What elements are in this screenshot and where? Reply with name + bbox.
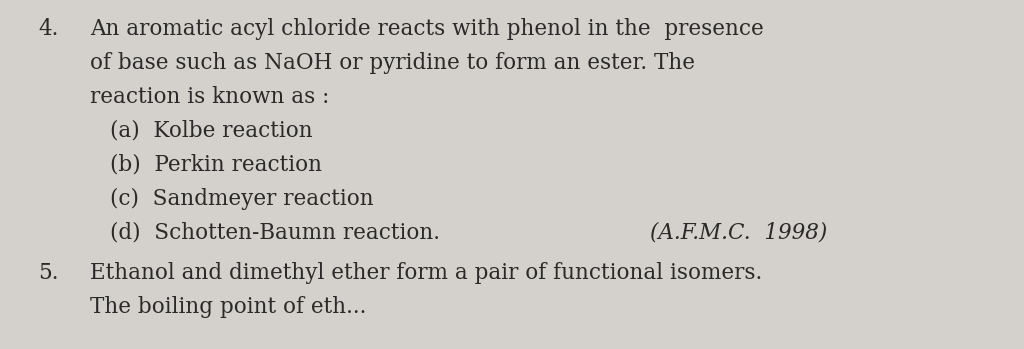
Text: Ethanol and dimethyl ether form a pair of functional isomers.: Ethanol and dimethyl ether form a pair o… [90, 262, 762, 284]
Text: The boiling point of eth...: The boiling point of eth... [90, 296, 367, 318]
Text: of base such as NaOH or pyridine to form an ester. The: of base such as NaOH or pyridine to form… [90, 52, 695, 74]
Text: (d)  Schotten-Baumn reaction.: (d) Schotten-Baumn reaction. [110, 222, 440, 244]
Text: (A.F.M.C.  1998): (A.F.M.C. 1998) [650, 222, 827, 244]
Text: (c)  Sandmeyer reaction: (c) Sandmeyer reaction [110, 188, 374, 210]
Text: (a)  Kolbe reaction: (a) Kolbe reaction [110, 120, 312, 142]
Text: An aromatic acyl chloride reacts with phenol in the  presence: An aromatic acyl chloride reacts with ph… [90, 18, 764, 40]
Text: reaction is known as :: reaction is known as : [90, 86, 330, 108]
Text: 4.: 4. [38, 18, 58, 40]
Text: 5.: 5. [38, 262, 58, 284]
Text: (b)  Perkin reaction: (b) Perkin reaction [110, 154, 322, 176]
